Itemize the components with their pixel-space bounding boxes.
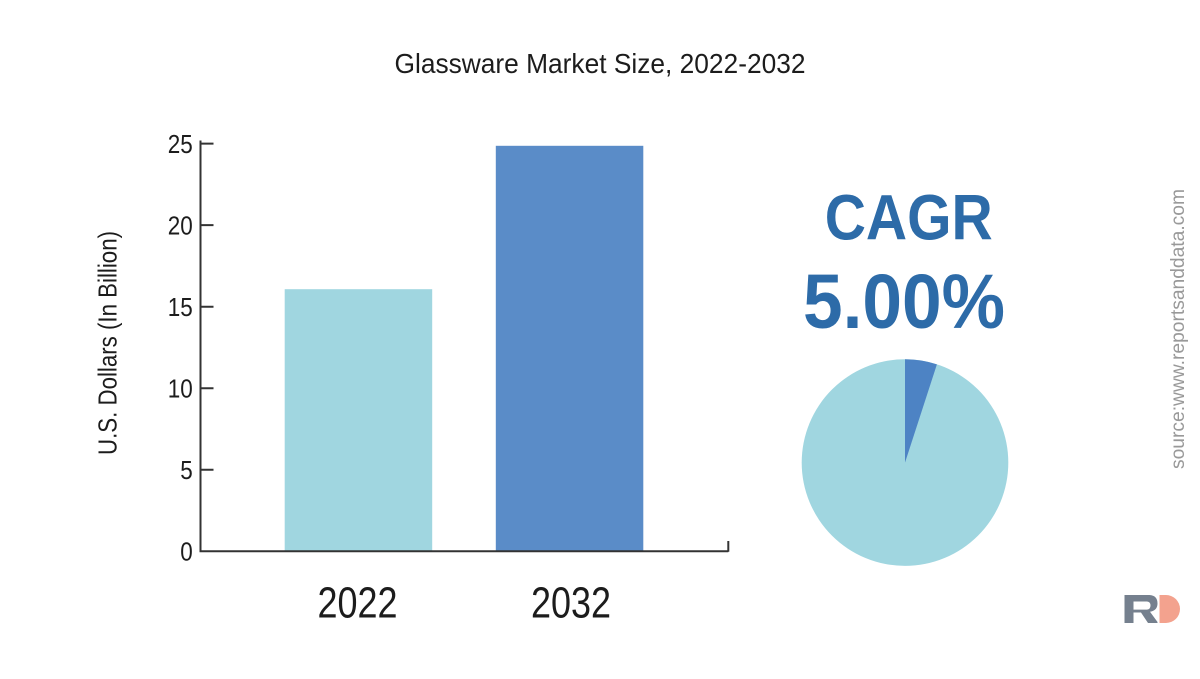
svg-text:5.00%: 5.00% xyxy=(803,259,1005,345)
svg-text:5: 5 xyxy=(180,455,193,485)
svg-text:Glassware Market Size, 2022-20: Glassware Market Size, 2022-2032 xyxy=(395,48,806,79)
svg-text:2032: 2032 xyxy=(531,579,611,628)
svg-text:source:www.reportsanddata.com: source:www.reportsanddata.com xyxy=(1167,189,1189,469)
svg-text:25: 25 xyxy=(168,129,193,159)
svg-text:U.S. Dollars (In Billion): U.S. Dollars (In Billion) xyxy=(93,231,123,455)
svg-text:15: 15 xyxy=(168,292,193,322)
svg-text:10: 10 xyxy=(168,374,193,404)
svg-text:0: 0 xyxy=(180,537,193,567)
svg-text:CAGR: CAGR xyxy=(825,182,993,254)
svg-text:20: 20 xyxy=(168,210,193,240)
svg-text:2022: 2022 xyxy=(318,579,398,628)
